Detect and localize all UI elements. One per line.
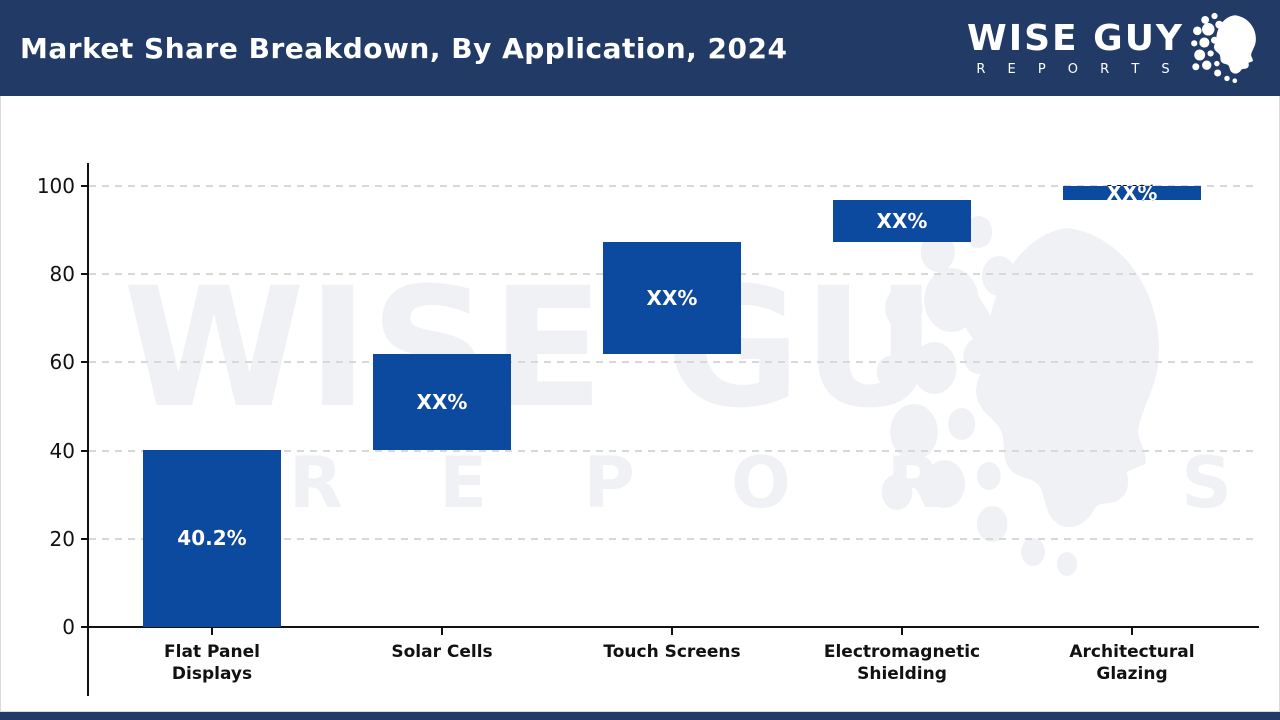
category-label-line: Shielding — [857, 664, 947, 684]
bar-label-flat-panel-displays: 40.2% — [177, 526, 247, 551]
category-label-line: Flat Panel — [164, 642, 260, 662]
bar-label-clip-flat-panel-displays: 40.2% — [143, 450, 281, 627]
footer-bar — [0, 711, 1280, 720]
x-tick-mark-electromagnetic-shielding — [901, 627, 903, 635]
gridline-60 — [89, 361, 1259, 364]
y-tick-mark-20 — [81, 537, 89, 540]
brand-head-icon — [1191, 12, 1256, 84]
category-label-line: Architectural — [1069, 642, 1195, 662]
category-label-line: Solar Cells — [391, 642, 493, 662]
x-tick-mark-architectural-glazing — [1131, 627, 1133, 635]
page-title: Market Share Breakdown, By Application, … — [20, 31, 788, 65]
category-label-line: Displays — [171, 664, 253, 684]
bar-touch-screens — [603, 242, 741, 354]
gridline-20 — [89, 537, 1259, 540]
y-tick-mark-0 — [81, 626, 89, 628]
y-tick-label-40: 40 — [49, 438, 75, 463]
y-tick-mark-100 — [81, 185, 89, 187]
watermark-head-icon — [876, 216, 1160, 576]
y-tick-mark-60 — [81, 361, 89, 364]
bar-label-outside-flat-panel-displays: 40.2% — [177, 526, 247, 551]
bar-label-touch-screens: XX% — [646, 286, 698, 310]
y-tick-label-20: 20 — [49, 526, 75, 551]
x-tick-mark-touch-screens — [671, 627, 673, 635]
x-axis — [87, 626, 1259, 628]
brand-name: WISE GUY — [966, 17, 1184, 59]
bar-label-clip-touch-screens: XX% — [603, 242, 741, 353]
bar-flat-panel-displays — [143, 449, 281, 627]
bar-label-clip-solar-cells: XX% — [373, 354, 511, 450]
y-tick-label-100: 100 — [36, 174, 75, 198]
bar-label-outside-electromagnetic-shielding: XX% — [876, 209, 928, 234]
y-tick-mark-80 — [81, 273, 89, 276]
category-label-line: Electromagnetic — [823, 642, 981, 662]
bar-label-clip-architectural-glazing: XX% — [1063, 186, 1201, 200]
bar-solar-cells — [373, 353, 511, 450]
bar-architectural-glazing — [1063, 186, 1201, 201]
chart-area: WISE GUY R E P O R T S 0 20 40 60 80 100 40.2%… — [0, 96, 1280, 711]
category-label-touch-screens: Touch Screens — [557, 641, 787, 663]
category-label-solar-cells: Solar Cells — [327, 641, 557, 663]
category-label-line: Glazing — [1096, 664, 1168, 684]
y-tick-label-0: 0 — [62, 615, 75, 639]
y-tick-label-60: 60 — [49, 350, 75, 375]
gridline-100 — [89, 185, 1259, 187]
x-tick-mark-flat-panel-displays — [211, 627, 213, 635]
y-axis — [87, 163, 89, 696]
y-tick-mark-40 — [81, 449, 89, 452]
brand-logo: WISE GUY R E P O R T S — [967, 7, 1266, 89]
bar-label-architectural-glazing: XX% — [1106, 186, 1158, 201]
bar-label-solar-cells: XX% — [416, 389, 468, 414]
brand-subtitle: R E P O R T S — [976, 61, 1179, 77]
category-label-flat-panel-displays: Flat Panel Displays — [97, 641, 327, 685]
x-tick-mark-solar-cells — [441, 627, 443, 635]
header-bar: Market Share Breakdown, By Application, … — [0, 0, 1280, 96]
plot-layer: 0 20 40 60 80 100 40.2% 40.2% Flat Panel Displays… — [1, 96, 1279, 711]
bar-label-outside-solar-cells: XX% — [416, 389, 468, 414]
bar-label-outside-touch-screens: XX% — [646, 286, 698, 310]
gridline-40 — [89, 449, 1259, 452]
y-tick-label-80: 80 — [49, 262, 75, 287]
bar-electromagnetic-shielding — [833, 200, 971, 243]
category-label-architectural-glazing: Architectural Glazing — [1017, 641, 1247, 685]
category-label-line: Touch Screens — [603, 642, 741, 662]
bar-label-outside-architectural-glazing: XX% — [1106, 181, 1158, 206]
category-label-electromagnetic-shielding: Electromagnetic Shielding — [787, 641, 1017, 685]
brand-logo-text: WISE GUY R E P O R T S — [966, 17, 1184, 77]
bar-label-electromagnetic-shielding: XX% — [876, 209, 928, 234]
bar-label-clip-electromagnetic-shielding: XX% — [833, 200, 971, 242]
